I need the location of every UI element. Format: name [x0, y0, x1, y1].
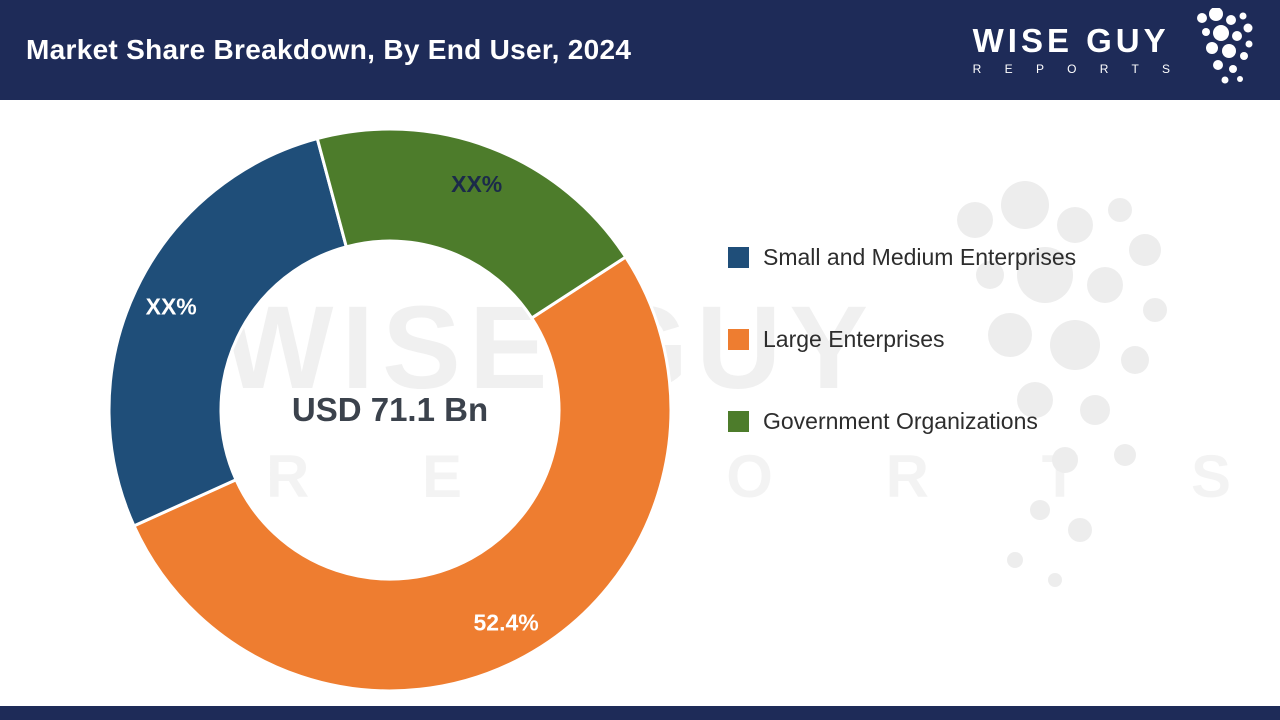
brand-name: WISE GUY [972, 22, 1170, 59]
legend-swatch-blue [728, 247, 749, 268]
legend-item-large-enterprises: Large Enterprises [728, 326, 1076, 353]
legend-item-government-organizations: Government Organizations [728, 408, 1076, 435]
donut-segment-1 [107, 136, 349, 528]
brand-logo-text: WISE GUY R E P O R T S [973, 24, 1180, 76]
page-title: Market Share Breakdown, By End User, 202… [26, 34, 632, 65]
header: Market Share Breakdown, By End User, 202… [0, 0, 1280, 100]
legend-label: Small and Medium Enterprises [763, 244, 1077, 270]
legend-swatch-green [728, 411, 749, 432]
segment-label-1: XX% [146, 294, 197, 320]
brand-head-dots-icon [1197, 8, 1253, 84]
segment-label-0: 52.4% [473, 609, 538, 635]
footer-bar [0, 706, 1280, 720]
legend-label: Large Enterprises [763, 326, 945, 352]
brand-subtitle: R E P O R T S [972, 62, 1180, 76]
legend-label: Government Organizations [763, 408, 1038, 434]
legend-swatch-orange [728, 329, 749, 350]
legend: Small and Medium Enterprises Large Enter… [728, 244, 1076, 435]
donut-chart-svg: 52.4% XX% XX% [107, 127, 673, 693]
brand-logo: WISE GUY R E P O R T S [973, 8, 1254, 92]
donut-segment-2 [315, 127, 628, 321]
donut-segment-0 [132, 254, 673, 693]
donut-chart: 52.4% XX% XX% USD 71.1 Bn [98, 118, 682, 702]
legend-item-small-medium-enterprises: Small and Medium Enterprises [728, 244, 1076, 271]
segment-label-2: XX% [451, 171, 502, 197]
